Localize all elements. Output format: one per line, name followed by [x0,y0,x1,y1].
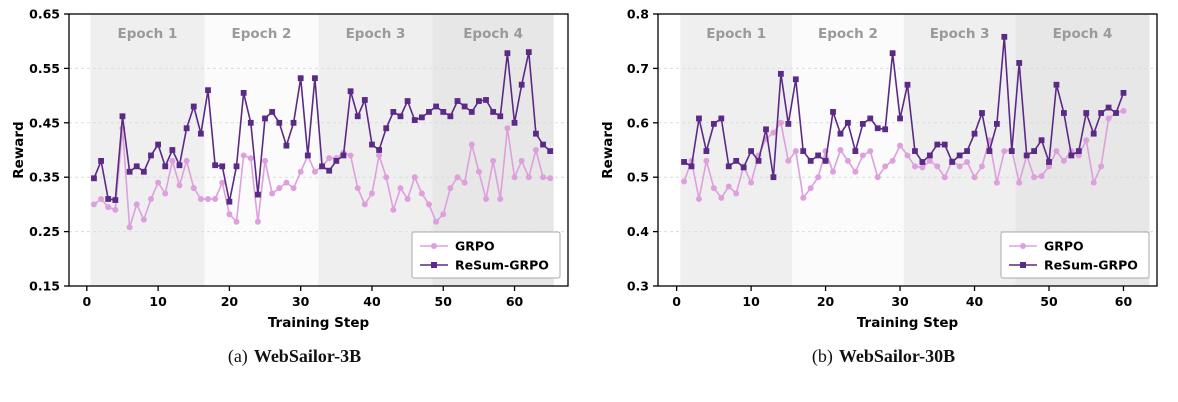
svg-text:0.25: 0.25 [29,224,60,239]
svg-text:Epoch 4: Epoch 4 [1053,26,1113,42]
caption-b: (b) WebSailor-30B [812,346,955,367]
svg-text:60: 60 [506,294,524,309]
svg-text:Reward: Reward [11,121,27,178]
svg-text:0.7: 0.7 [627,61,649,76]
svg-text:0.45: 0.45 [29,115,60,130]
svg-text:30: 30 [891,294,909,309]
svg-text:50: 50 [435,294,453,309]
caption-b-title: WebSailor-30B [838,346,956,366]
svg-text:Epoch 3: Epoch 3 [930,26,990,42]
figure-panel-b: Epoch 1 Epoch 2 Epoch 3 Epoch 4 0 10 20 30 40 50 6… [589,0,1178,402]
caption-a-prefix: (a) [227,346,248,366]
svg-text:20: 20 [221,294,239,309]
svg-text:Epoch 1: Epoch 1 [117,26,177,42]
svg-text:50: 50 [1040,294,1058,309]
svg-text:0.6: 0.6 [627,115,649,130]
svg-text:0: 0 [82,294,91,309]
svg-text:10: 10 [742,294,760,309]
svg-text:Epoch 2: Epoch 2 [232,26,292,42]
svg-text:Epoch 1: Epoch 1 [706,26,766,42]
caption-a: (a) WebSailor-3B [228,346,361,367]
svg-text:0.3: 0.3 [627,279,649,294]
figure-panel-a: Epoch 1 Epoch 2 Epoch 3 Epoch 4 0 10 20 30 40 50 6… [11,7,569,367]
svg-text:ReSum-GRPO: ReSum-GRPO [455,258,549,273]
svg-text:0.15: 0.15 [29,279,60,294]
svg-text:10: 10 [149,294,167,309]
chart-websailor-3b: Epoch 1 Epoch 2 Epoch 3 Epoch 4 0 10 20 30 40 50 6… [11,7,569,331]
svg-text:40: 40 [966,294,984,309]
svg-text:0.4: 0.4 [627,224,649,239]
svg-text:Epoch 3: Epoch 3 [346,26,406,42]
svg-text:60: 60 [1115,294,1133,309]
svg-text:Training Step: Training Step [857,315,959,331]
svg-text:ReSum-GRPO: ReSum-GRPO [1044,258,1138,273]
svg-text:GRPO: GRPO [1044,239,1084,254]
svg-text:40: 40 [363,294,381,309]
svg-text:30: 30 [292,294,310,309]
svg-text:0.5: 0.5 [627,170,649,185]
svg-text:0.55: 0.55 [29,61,60,76]
svg-text:GRPO: GRPO [455,239,495,254]
svg-text:Training Step: Training Step [268,315,370,331]
caption-b-prefix: (b) [811,346,833,366]
chart-websailor-30b: Epoch 1 Epoch 2 Epoch 3 Epoch 4 0 10 20 30 40 50 6… [600,7,1158,331]
svg-text:0.8: 0.8 [627,7,649,22]
caption-a-title: WebSailor-3B [253,346,362,366]
svg-text:20: 20 [817,294,835,309]
svg-text:0.65: 0.65 [29,7,60,22]
svg-text:Epoch 4: Epoch 4 [463,26,523,42]
svg-text:0.35: 0.35 [29,170,60,185]
svg-text:0: 0 [672,294,681,309]
svg-text:Epoch 2: Epoch 2 [818,26,878,42]
svg-text:Reward: Reward [600,121,616,178]
